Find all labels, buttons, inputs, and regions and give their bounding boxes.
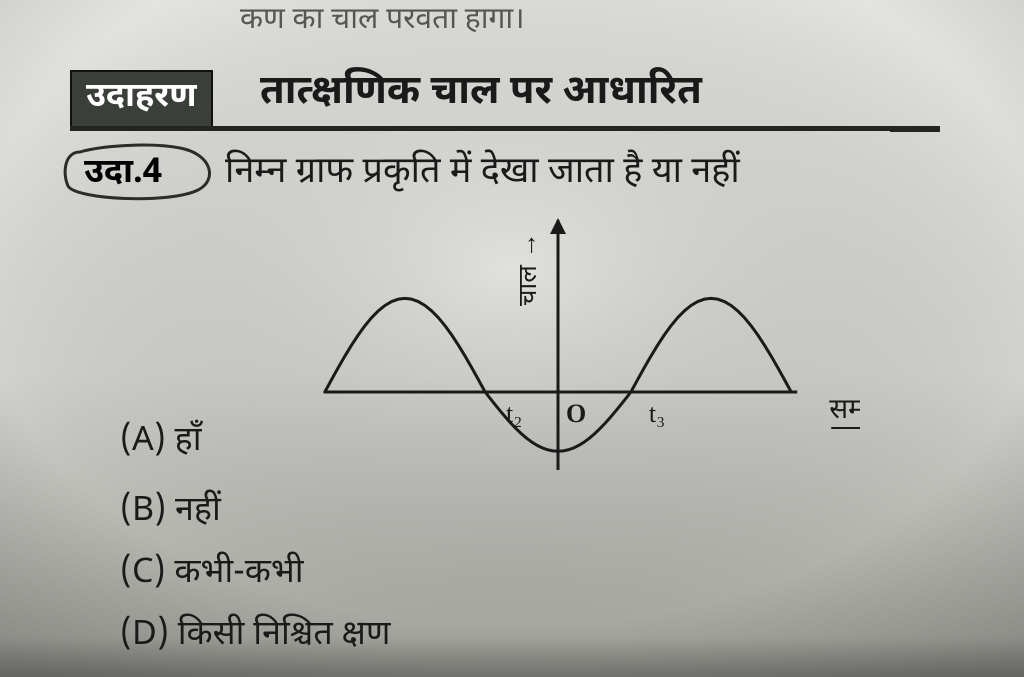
option-a-text: हाँ [175,420,202,464]
section-title: तात्क्षणिक चाल पर आधारित [260,68,702,120]
page-bottom-shadow [0,637,1024,677]
option-c: (C) कभी-कभी [120,552,304,596]
svg-text:समय: समय [829,394,860,430]
option-a: (A) हाँ [120,420,202,464]
option-b-text: नहीं [175,490,221,534]
question-badge-circle-icon [60,142,220,204]
section-badge: उदाहरण [70,70,213,128]
top-cut-text: कण का चाल परवता हागा। [240,2,525,41]
graph: t₂ Ot₃ चाल → समय [300,210,860,470]
section-underline [70,126,940,132]
svg-text:O: O [566,399,586,428]
svg-text:t₂: t₂ [506,399,522,428]
section-badge-text: उदाहरण [86,76,197,120]
svg-text:चाल →: चाल → [513,232,547,306]
option-c-text: कभी-कभी [174,552,303,596]
question-badge: उदा.4 [70,150,176,198]
question-text: निम्न ग्राफ प्रकृति में देखा जाता है या … [225,150,740,197]
option-b: (B) नहीं [120,490,221,534]
svg-text:t₃: t₃ [649,399,665,428]
